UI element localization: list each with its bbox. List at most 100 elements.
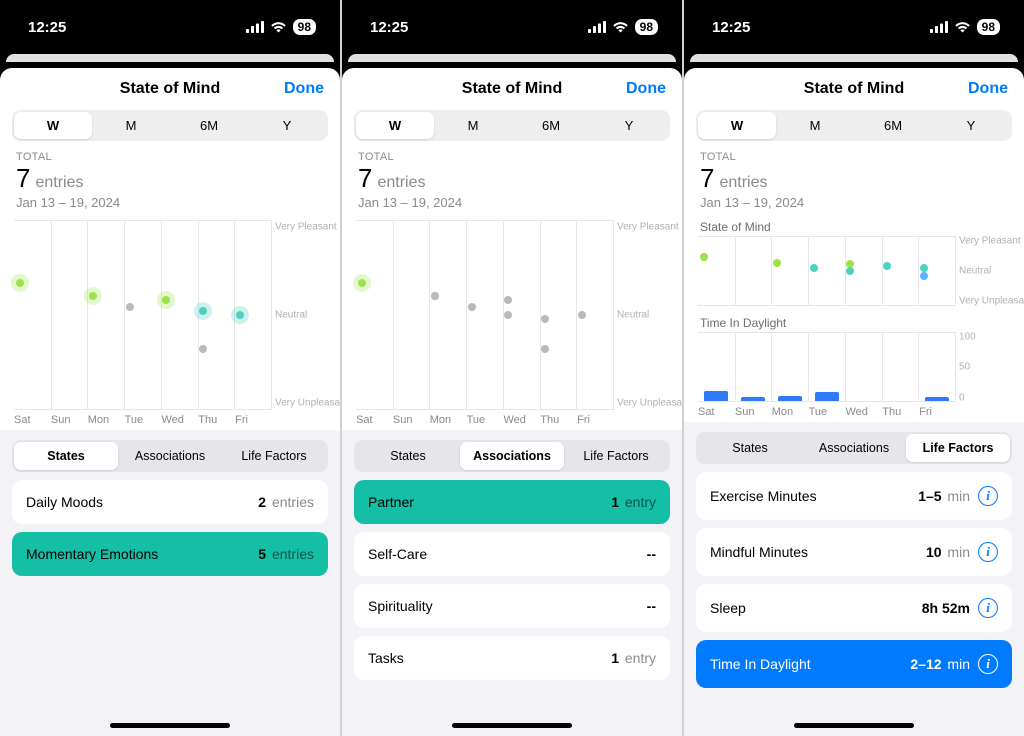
- x-axis-label: Mon: [88, 414, 125, 426]
- range-option-6m[interactable]: 6M: [854, 112, 932, 139]
- summary-label: TOTAL: [700, 151, 1008, 163]
- list-row-spirituality[interactable]: Spirituality--: [354, 584, 670, 628]
- info-icon[interactable]: i: [978, 542, 998, 562]
- list-row-partner[interactable]: Partner1 entry: [354, 480, 670, 524]
- range-option-w[interactable]: W: [356, 112, 434, 139]
- tab-life-factors[interactable]: Life Factors: [906, 434, 1010, 462]
- summary-date: Jan 13 – 19, 2024: [700, 195, 1008, 210]
- row-label: Time In Daylight: [710, 656, 811, 672]
- phone-panel-3: 12:25 98 State of Mind Done WM6MY TOTAL …: [684, 0, 1024, 736]
- row-value: 2–12 min: [910, 656, 970, 672]
- bottom-panel: StatesAssociationsLife Factors Daily Moo…: [0, 430, 340, 736]
- status-right: 98: [588, 19, 658, 35]
- range-option-w[interactable]: W: [14, 112, 92, 139]
- data-point: [504, 311, 512, 319]
- range-option-m[interactable]: M: [92, 112, 170, 139]
- summary-label: TOTAL: [16, 151, 324, 163]
- tab-life-factors[interactable]: Life Factors: [222, 442, 326, 470]
- tab-states[interactable]: States: [356, 442, 460, 470]
- bar: [778, 396, 802, 401]
- x-axis-label: Fri: [235, 414, 272, 426]
- phone-panel-2: 12:25 98 State of Mind Done WM6MY TOTAL …: [342, 0, 682, 736]
- row-value: --: [647, 546, 656, 562]
- row-value: 5 entries: [258, 546, 314, 562]
- list-row-exercise-minutes[interactable]: Exercise Minutes1–5 mini: [696, 472, 1012, 520]
- tab-states[interactable]: States: [14, 442, 118, 470]
- tab-states[interactable]: States: [698, 434, 802, 462]
- x-axis-label: Tue: [809, 406, 846, 418]
- data-point: [700, 253, 708, 261]
- list-row-sleep[interactable]: Sleep8h 52mi: [696, 584, 1012, 632]
- row-value: 1 entry: [611, 494, 656, 510]
- tab-associations[interactable]: Associations: [460, 442, 564, 470]
- x-axis-label: Thu: [882, 406, 919, 418]
- x-axis-label: Sun: [393, 414, 430, 426]
- data-point: [16, 279, 24, 287]
- status-bar: 12:25 98: [684, 0, 1024, 54]
- range-option-y[interactable]: Y: [932, 112, 1010, 139]
- info-icon[interactable]: i: [978, 654, 998, 674]
- tab-associations[interactable]: Associations: [118, 442, 222, 470]
- range-option-y[interactable]: Y: [248, 112, 326, 139]
- sheet: State of Mind Done WM6MY TOTAL 7 entries…: [342, 68, 682, 736]
- tab-segmented-control[interactable]: StatesAssociationsLife Factors: [354, 440, 670, 472]
- subchart-title-daylight: Time In Daylight: [698, 316, 1014, 332]
- states-list: Daily Moods2 entries Momentary Emotions5 …: [12, 480, 328, 576]
- list-row-daily-moods[interactable]: Daily Moods2 entries: [12, 480, 328, 524]
- row-label: Tasks: [368, 650, 404, 666]
- bar: [925, 397, 949, 401]
- done-button[interactable]: Done: [626, 80, 666, 98]
- summary-label: TOTAL: [358, 151, 666, 163]
- tab-life-factors[interactable]: Life Factors: [564, 442, 668, 470]
- done-button[interactable]: Done: [968, 80, 1008, 98]
- page-title: State of Mind: [700, 80, 1008, 98]
- chart-daylight: Time In Daylight 100500SatSunMonTueWedTh…: [684, 310, 1024, 422]
- range-segmented-control[interactable]: WM6MY: [12, 110, 328, 141]
- x-axis-label: Tue: [467, 414, 504, 426]
- sheet: State of Mind Done WM6MY TOTAL 7 entries…: [684, 68, 1024, 736]
- tab-segmented-control[interactable]: StatesAssociationsLife Factors: [12, 440, 328, 472]
- data-point: [541, 345, 549, 353]
- range-option-m[interactable]: M: [776, 112, 854, 139]
- row-label: Spirituality: [368, 598, 433, 614]
- range-option-6m[interactable]: 6M: [512, 112, 590, 139]
- data-point: [162, 296, 170, 304]
- battery-badge: 98: [293, 19, 316, 35]
- list-row-time-in-daylight[interactable]: Time In Daylight 2–12 min i: [696, 640, 1012, 688]
- range-option-w[interactable]: W: [698, 112, 776, 139]
- bar: [704, 391, 728, 401]
- home-indicator: [794, 723, 914, 728]
- summary-unit: entries: [719, 174, 767, 192]
- battery-badge: 98: [977, 19, 1000, 35]
- info-icon[interactable]: i: [978, 598, 998, 618]
- range-option-y[interactable]: Y: [590, 112, 668, 139]
- x-axis-label: Mon: [430, 414, 467, 426]
- summary-block: TOTAL 7 entries Jan 13 – 19, 2024: [0, 149, 340, 214]
- info-icon[interactable]: i: [978, 486, 998, 506]
- list-row-tasks[interactable]: Tasks 1 entry: [354, 636, 670, 680]
- list-row-mindful-minutes[interactable]: Mindful Minutes10 mini: [696, 528, 1012, 576]
- x-axis-label: Wed: [845, 406, 882, 418]
- summary-date: Jan 13 – 19, 2024: [358, 195, 666, 210]
- tab-associations[interactable]: Associations: [802, 434, 906, 462]
- x-axis-label: Fri: [919, 406, 956, 418]
- sheet: State of Mind Done WM6MY TOTAL 7 entries…: [0, 68, 340, 736]
- list-row-self-care[interactable]: Self-Care--: [354, 532, 670, 576]
- data-point: [773, 259, 781, 267]
- row-value: 1 entry: [611, 650, 656, 666]
- range-segmented-control[interactable]: WM6MY: [354, 110, 670, 141]
- cellular-icon: [246, 21, 264, 33]
- tab-segmented-control[interactable]: StatesAssociationsLife Factors: [696, 432, 1012, 464]
- row-label: Sleep: [710, 600, 746, 616]
- x-axis-label: Wed: [161, 414, 198, 426]
- summary-value: 7 entries: [358, 163, 666, 194]
- sheet-header: State of Mind Done: [342, 68, 682, 106]
- range-option-m[interactable]: M: [434, 112, 512, 139]
- done-button[interactable]: Done: [284, 80, 324, 98]
- cellular-icon: [930, 21, 948, 33]
- range-option-6m[interactable]: 6M: [170, 112, 248, 139]
- range-segmented-control[interactable]: WM6MY: [696, 110, 1012, 141]
- data-point: [199, 307, 207, 315]
- list-row-momentary-emotions[interactable]: Momentary Emotions5 entries: [12, 532, 328, 576]
- status-time: 12:25: [370, 19, 408, 36]
